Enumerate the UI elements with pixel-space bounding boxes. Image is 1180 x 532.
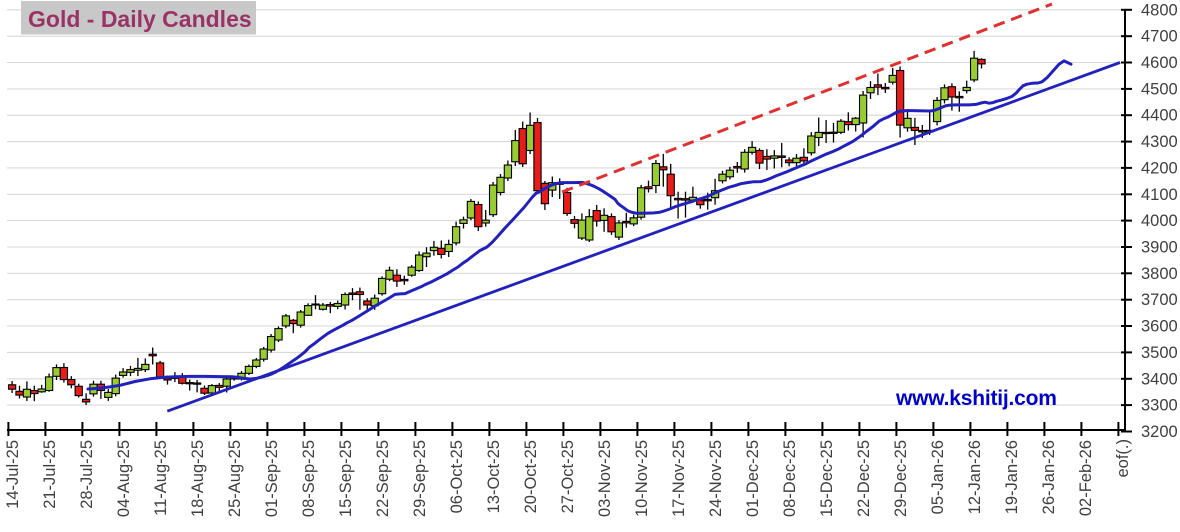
svg-text:06-Oct-25: 06-Oct-25 [448, 440, 466, 513]
svg-text:05-Jan-26: 05-Jan-26 [929, 440, 947, 514]
svg-text:4100: 4100 [1141, 186, 1178, 204]
svg-text:14-Jul-25: 14-Jul-25 [4, 440, 22, 509]
svg-text:15-Dec-25: 15-Dec-25 [818, 440, 836, 517]
svg-text:02-Feb-26: 02-Feb-26 [1077, 440, 1095, 516]
svg-text:3700: 3700 [1141, 291, 1178, 309]
svg-text:3900: 3900 [1141, 239, 1178, 257]
svg-text:3600: 3600 [1141, 318, 1178, 336]
svg-text:11-Aug-25: 11-Aug-25 [152, 440, 170, 516]
svg-text:22-Dec-25: 22-Dec-25 [855, 440, 873, 517]
svg-text:4600: 4600 [1141, 54, 1178, 72]
svg-text:01-Dec-25: 01-Dec-25 [744, 440, 762, 517]
svg-text:4300: 4300 [1141, 133, 1178, 151]
svg-text:01-Sep-25: 01-Sep-25 [263, 440, 281, 517]
svg-text:04-Aug-25: 04-Aug-25 [115, 440, 133, 517]
svg-text:08-Dec-25: 08-Dec-25 [781, 440, 799, 517]
svg-text:21-Jul-25: 21-Jul-25 [41, 440, 59, 509]
svg-text:3300: 3300 [1141, 397, 1178, 415]
svg-text:03-Nov-25: 03-Nov-25 [596, 440, 614, 517]
svg-text:4200: 4200 [1141, 159, 1178, 177]
svg-text:08-Sep-25: 08-Sep-25 [300, 440, 318, 517]
svg-text:26-Jan-26: 26-Jan-26 [1040, 440, 1058, 514]
svg-text:4800: 4800 [1141, 1, 1178, 19]
svg-text:4400: 4400 [1141, 107, 1178, 125]
svg-text:22-Sep-25: 22-Sep-25 [374, 440, 392, 517]
svg-text:19-Jan-26: 19-Jan-26 [1003, 440, 1021, 514]
svg-text:20-Oct-25: 20-Oct-25 [522, 440, 540, 513]
svg-text:27-Oct-25: 27-Oct-25 [559, 440, 577, 513]
svg-text:4500: 4500 [1141, 80, 1178, 98]
svg-text:www.kshitij.com: www.kshitij.com [895, 387, 1057, 410]
svg-text:29-Dec-25: 29-Dec-25 [892, 440, 910, 517]
svg-text:3800: 3800 [1141, 265, 1178, 283]
svg-text:18-Aug-25: 18-Aug-25 [189, 440, 207, 517]
svg-text:24-Nov-25: 24-Nov-25 [707, 440, 725, 517]
svg-text:29-Sep-25: 29-Sep-25 [411, 440, 429, 517]
svg-text:17-Nov-25: 17-Nov-25 [670, 440, 688, 517]
svg-text:28-Jul-25: 28-Jul-25 [78, 440, 96, 509]
svg-text:eof(.): eof(.) [1114, 439, 1132, 478]
svg-text:3200: 3200 [1141, 423, 1178, 441]
svg-text:3400: 3400 [1141, 370, 1178, 388]
svg-text:3500: 3500 [1141, 344, 1178, 362]
svg-text:Gold - Daily Candles: Gold - Daily Candles [28, 6, 252, 32]
svg-text:12-Jan-26: 12-Jan-26 [966, 440, 984, 514]
svg-text:13-Oct-25: 13-Oct-25 [485, 440, 503, 513]
svg-text:25-Aug-25: 25-Aug-25 [226, 440, 244, 517]
svg-text:4700: 4700 [1141, 28, 1178, 46]
svg-text:10-Nov-25: 10-Nov-25 [633, 440, 651, 517]
svg-text:15-Sep-25: 15-Sep-25 [337, 440, 355, 517]
svg-text:4000: 4000 [1141, 212, 1178, 230]
